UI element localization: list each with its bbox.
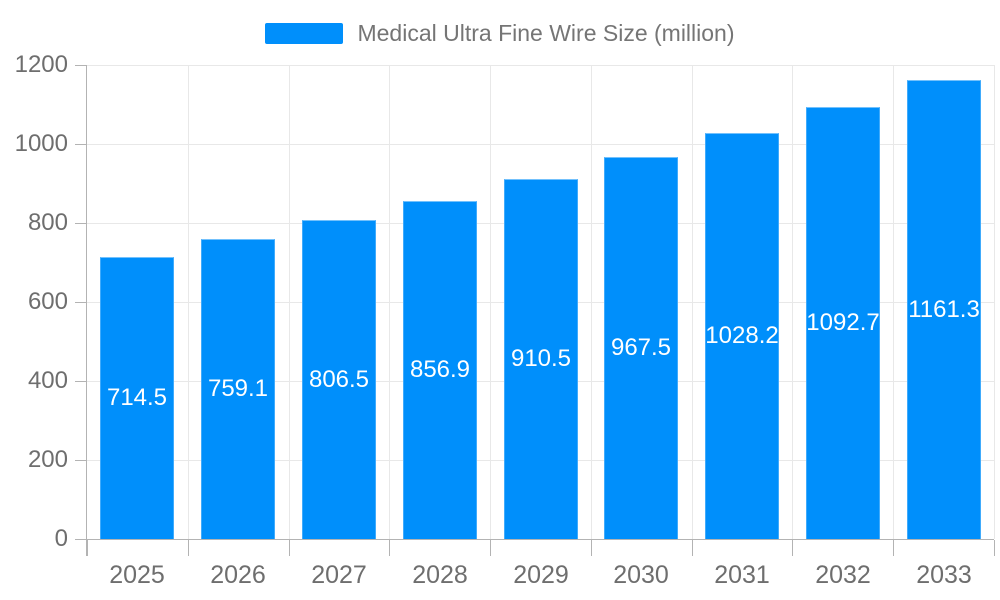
y-gridline [87,65,994,66]
y-axis-tick [75,381,86,382]
bar[interactable] [806,107,880,539]
bar-value-label: 910.5 [510,345,572,372]
x-axis-tick [289,540,290,556]
bar[interactable] [705,132,779,539]
bar-value-label: 856.9 [409,356,471,383]
x-axis-line [87,539,994,540]
y-axis-tick [75,460,86,461]
bar[interactable] [100,256,174,539]
x-axis-tick [490,540,491,556]
bar[interactable] [907,80,981,539]
x-axis-tick-label: 2032 [815,561,871,589]
x-axis-tick-label: 2031 [714,561,770,589]
x-gridline [289,65,290,539]
bar-value-label: 714.5 [106,384,168,411]
x-gridline [893,65,894,539]
y-axis-tick [75,539,86,540]
x-axis-tick-label: 2030 [613,561,669,589]
x-axis-tick [792,540,793,556]
y-axis-tick-label: 1000 [14,130,68,157]
bar-value-label: 759.1 [207,375,269,402]
bar-value-label: 1028.2 [705,322,779,349]
x-axis-tick-label: 2028 [412,561,468,589]
y-axis-tick [75,223,86,224]
x-axis-tick-label: 2029 [513,561,569,589]
x-axis-tick [994,540,995,556]
legend-label: Medical Ultra Fine Wire Size (million) [357,20,735,46]
x-gridline [490,65,491,539]
x-axis-tick-label: 2033 [916,561,972,589]
x-axis-tick [591,540,592,556]
x-axis-tick-label: 2025 [109,561,165,589]
y-axis-tick [75,302,86,303]
x-gridline [188,65,189,539]
bar[interactable] [403,200,477,539]
x-axis-tick-label: 2026 [210,561,266,589]
y-gridline [87,144,994,145]
bar[interactable] [604,156,678,539]
x-axis-tick [188,540,189,556]
x-gridline [692,65,693,539]
x-axis-tick [87,540,88,556]
y-axis-tick-label: 200 [27,446,68,473]
x-axis-tick [893,540,894,556]
y-axis-tick [75,144,86,145]
x-gridline [389,65,390,539]
y-axis-tick-label: 600 [27,288,68,315]
y-axis-tick-label: 800 [27,209,68,236]
y-axis-tick-label: 400 [27,367,68,394]
legend-item[interactable]: Medical Ultra Fine Wire Size (million) [0,16,1000,50]
bar[interactable] [504,179,578,539]
legend-swatch [265,22,344,44]
x-gridline [591,65,592,539]
bar[interactable] [201,239,275,539]
x-axis-tick [692,540,693,556]
bar-value-label: 967.5 [610,334,672,361]
bar-value-label: 1161.3 [908,296,980,323]
bar-value-label: 806.5 [308,366,370,393]
bar[interactable] [302,220,376,539]
bar-value-label: 1092.7 [806,309,880,336]
x-axis-tick [389,540,390,556]
x-gridline [792,65,793,539]
y-axis-tick-label: 0 [54,525,68,552]
x-axis-tick-label: 2027 [311,561,367,589]
x-gridline [994,65,995,539]
y-axis-tick-label: 1200 [14,51,68,78]
y-axis-tick [75,65,86,66]
y-axis-line [86,65,87,556]
